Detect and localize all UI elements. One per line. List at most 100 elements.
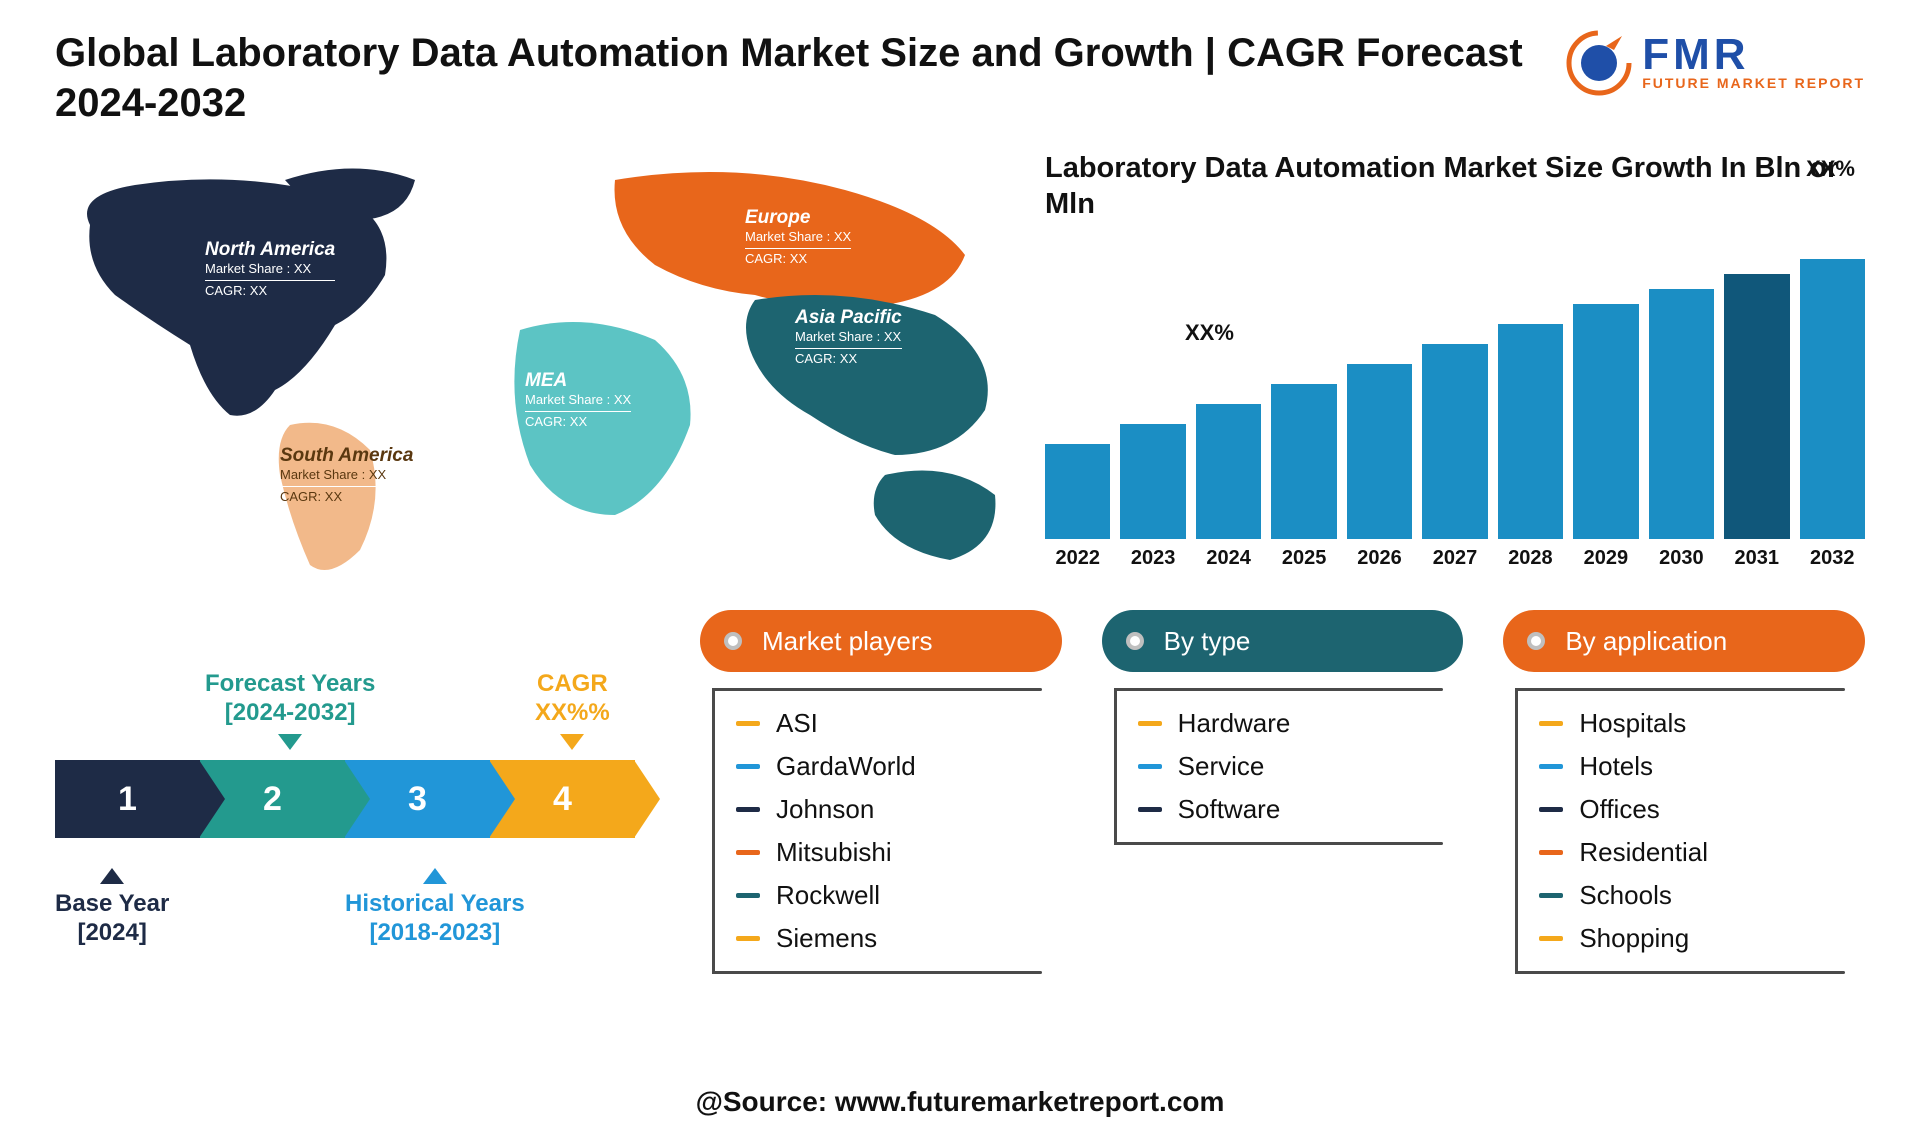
bar xyxy=(1573,304,1638,539)
section-pill: By type xyxy=(1102,610,1464,672)
source-footer: @Source: www.futuremarketreport.com xyxy=(0,1086,1920,1118)
dot-icon xyxy=(724,632,742,650)
bar-col: 2022 xyxy=(1045,444,1110,570)
map-label-mea: MEA Market Share : XXCAGR: XX xyxy=(525,370,631,431)
bar-col: 2027 xyxy=(1422,344,1487,570)
region-name: Europe xyxy=(745,207,851,229)
logo-text: FMR FUTURE MARKET REPORT xyxy=(1642,35,1865,91)
logo-sub: FUTURE MARKET REPORT xyxy=(1642,75,1865,91)
dash-icon xyxy=(1539,893,1563,898)
section-title: Market players xyxy=(762,626,933,657)
bar xyxy=(1196,404,1261,539)
bar-label: 2031 xyxy=(1735,547,1780,570)
dash-icon xyxy=(1539,721,1563,726)
list-item: Siemens xyxy=(736,917,1062,960)
dash-icon xyxy=(1539,936,1563,941)
bar xyxy=(1724,274,1789,539)
bar-col: 2025 xyxy=(1271,384,1336,570)
chart-annotation-end: XX% xyxy=(1806,156,1855,182)
list-item: Shopping xyxy=(1539,917,1865,960)
dot-icon xyxy=(1527,632,1545,650)
bar-label: 2030 xyxy=(1659,547,1704,570)
timeline-row: 1 2 3 4 xyxy=(55,760,635,838)
section-pill: By application xyxy=(1503,610,1865,672)
bar xyxy=(1045,444,1110,539)
triangle-down-icon xyxy=(560,734,584,750)
timeline-cagr-tag: CAGR XX%% xyxy=(535,670,610,750)
dot-icon xyxy=(1126,632,1144,650)
map-label-na: North America Market Share : XXCAGR: XX xyxy=(205,239,335,300)
dash-icon xyxy=(1138,721,1162,726)
bar-label: 2027 xyxy=(1433,547,1478,570)
dash-icon xyxy=(736,764,760,769)
list-item: Rockwell xyxy=(736,874,1062,917)
timeline-legend: Forecast Years [2024-2032] CAGR XX%% 1 2… xyxy=(55,620,675,950)
segment-sections: Market players ASI GardaWorld Johnson Mi… xyxy=(700,610,1865,974)
triangle-up-icon xyxy=(423,868,447,884)
bar-label: 2024 xyxy=(1206,547,1251,570)
world-map: North America Market Share : XXCAGR: XX … xyxy=(55,165,1025,575)
list-item: Hotels xyxy=(1539,745,1865,788)
section-list: Hospitals Hotels Offices Residential Sch… xyxy=(1503,688,1865,974)
logo-main: FMR xyxy=(1642,35,1865,75)
bar-label: 2028 xyxy=(1508,547,1553,570)
section-list: Hardware Service Software xyxy=(1102,688,1464,845)
bar xyxy=(1347,364,1412,539)
section-title: By application xyxy=(1565,626,1727,657)
section-by-type: By type Hardware Service Software xyxy=(1102,610,1464,974)
map-label-ap: Asia Pacific Market Share : XXCAGR: XX xyxy=(795,307,902,368)
section-list: ASI GardaWorld Johnson Mitsubishi Rockwe… xyxy=(700,688,1062,974)
bar-label: 2022 xyxy=(1055,547,1100,570)
bar xyxy=(1120,424,1185,539)
dash-icon xyxy=(1138,764,1162,769)
list-item: Service xyxy=(1138,745,1464,788)
list-item: Johnson xyxy=(736,788,1062,831)
bar xyxy=(1422,344,1487,539)
bar xyxy=(1649,289,1714,539)
bar-label: 2029 xyxy=(1584,547,1629,570)
bar-col: 2032 xyxy=(1800,259,1865,570)
dash-icon xyxy=(1539,764,1563,769)
fmr-logo: FMR FUTURE MARKET REPORT xyxy=(1564,28,1865,98)
triangle-up-icon xyxy=(100,868,124,884)
section-by-application: By application Hospitals Hotels Offices … xyxy=(1503,610,1865,974)
dash-icon xyxy=(736,850,760,855)
bar-label: 2023 xyxy=(1131,547,1176,570)
bar-container: 2022 2023 2024 2025 2026 2027 2028 2029 … xyxy=(1045,260,1865,570)
page-title: Global Laboratory Data Automation Market… xyxy=(55,28,1555,128)
bar-label: 2025 xyxy=(1282,547,1327,570)
bar-col: 2024 xyxy=(1196,404,1261,570)
map-label-eu: Europe Market Share : XXCAGR: XX xyxy=(745,207,851,268)
dash-icon xyxy=(736,893,760,898)
bar xyxy=(1271,384,1336,539)
timeline-seg-base: 1 xyxy=(55,760,200,838)
header: Global Laboratory Data Automation Market… xyxy=(55,28,1865,128)
growth-bar-chart: Laboratory Data Automation Market Size G… xyxy=(1045,150,1865,570)
bar-col: 2026 xyxy=(1347,364,1412,570)
list-item: Offices xyxy=(1539,788,1865,831)
region-name: North America xyxy=(205,239,335,261)
timeline-historical-tag: Historical Years [2018-2023] xyxy=(345,868,525,948)
list-item: Hardware xyxy=(1138,702,1464,745)
triangle-down-icon xyxy=(278,734,302,750)
bar-col: 2030 xyxy=(1649,289,1714,570)
list-item: Software xyxy=(1138,788,1464,831)
dash-icon xyxy=(1539,807,1563,812)
timeline-base-tag: Base Year [2024] xyxy=(55,868,169,948)
dash-icon xyxy=(736,936,760,941)
region-name: MEA xyxy=(525,370,631,392)
dash-icon xyxy=(1539,850,1563,855)
region-name: Asia Pacific xyxy=(795,307,902,329)
section-market-players: Market players ASI GardaWorld Johnson Mi… xyxy=(700,610,1062,974)
region-name: South America xyxy=(280,445,413,467)
bar-col: 2031 xyxy=(1724,274,1789,570)
dash-icon xyxy=(736,807,760,812)
dash-icon xyxy=(1138,807,1162,812)
timeline-forecast-tag: Forecast Years [2024-2032] xyxy=(205,670,375,750)
bar xyxy=(1498,324,1563,539)
list-item: Schools xyxy=(1539,874,1865,917)
list-item: Hospitals xyxy=(1539,702,1865,745)
bar-col: 2023 xyxy=(1120,424,1185,570)
list-item: Residential xyxy=(1539,831,1865,874)
section-title: By type xyxy=(1164,626,1251,657)
